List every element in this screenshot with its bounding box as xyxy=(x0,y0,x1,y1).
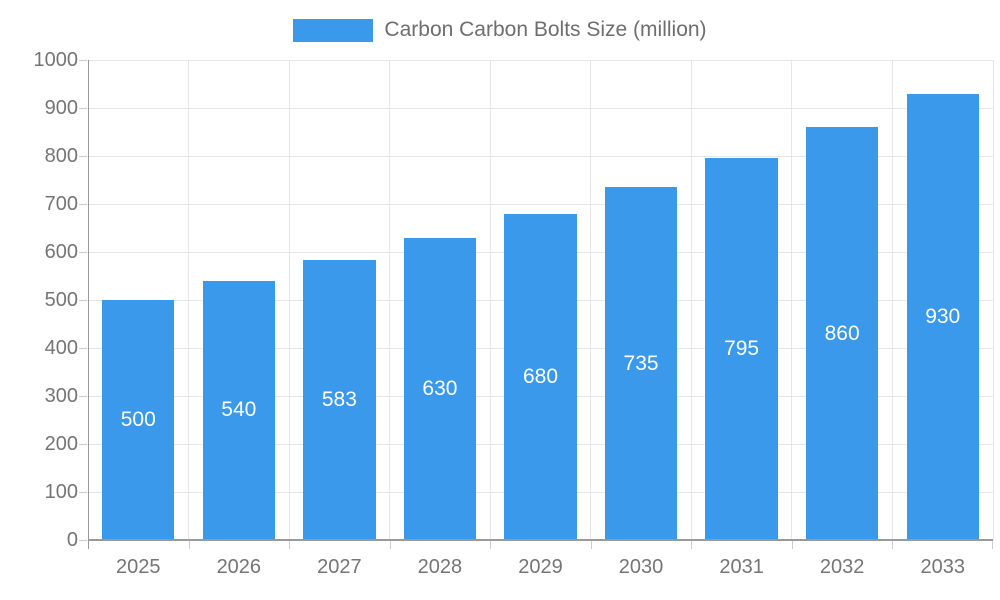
y-axis-tick xyxy=(79,204,87,205)
y-axis-tick xyxy=(79,444,87,445)
bar-value-label: 630 xyxy=(422,376,458,400)
x-gridline xyxy=(288,60,290,540)
x-gridline xyxy=(389,60,391,540)
x-axis-tick-label: 2031 xyxy=(719,556,764,578)
legend: Carbon Carbon Bolts Size (million) xyxy=(0,17,1000,43)
y-axis-tick xyxy=(79,300,87,301)
y-axis-tick-label: 800 xyxy=(44,145,78,167)
x-axis-tick-label: 2033 xyxy=(920,556,965,578)
bar-value-label: 930 xyxy=(925,304,961,328)
y-axis-tick-label: 1000 xyxy=(33,49,79,71)
y-axis-tick xyxy=(79,252,87,253)
y-gridline xyxy=(88,156,993,157)
y-axis-tick-label: 300 xyxy=(44,385,78,407)
x-axis-tick xyxy=(691,541,693,549)
y-gridline xyxy=(88,204,993,205)
y-axis-tick-label: 500 xyxy=(44,289,78,311)
x-axis-tick xyxy=(791,541,793,549)
x-axis-tick-label: 2027 xyxy=(317,556,362,578)
x-axis-tick xyxy=(590,541,592,549)
y-axis-tick xyxy=(79,396,87,397)
x-gridline xyxy=(690,60,692,540)
x-axis-tick xyxy=(188,541,190,549)
legend-label: Carbon Carbon Bolts Size (million) xyxy=(384,18,707,41)
bar-value-label: 795 xyxy=(724,337,760,361)
bar-value-label: 583 xyxy=(321,388,357,412)
y-gridline xyxy=(88,60,993,61)
y-axis-tick-label: 200 xyxy=(44,433,78,455)
bar[interactable]: 795 xyxy=(705,158,778,540)
x-gridline xyxy=(992,60,994,540)
bar[interactable]: 860 xyxy=(805,127,879,540)
bar-value-label: 735 xyxy=(623,351,659,375)
x-axis-tick-label: 2025 xyxy=(116,556,161,578)
legend-swatch xyxy=(293,18,374,42)
bar-value-label: 680 xyxy=(522,364,559,388)
bar[interactable]: 735 xyxy=(604,187,678,540)
x-axis-tick-label: 2029 xyxy=(518,556,563,578)
y-axis-tick-label: 0 xyxy=(66,529,78,551)
y-gridline xyxy=(88,108,993,109)
y-axis-tick xyxy=(79,156,87,157)
bar[interactable]: 930 xyxy=(906,93,979,540)
bar[interactable]: 680 xyxy=(504,213,577,540)
y-axis-tick-label: 600 xyxy=(44,241,78,263)
legend-item[interactable]: Carbon Carbon Bolts Size (million) xyxy=(293,18,707,42)
bar[interactable]: 540 xyxy=(202,280,276,540)
plot-area: 500 540 583 630 680 735 795 860 930 xyxy=(79,60,994,549)
bar[interactable]: 500 xyxy=(102,300,175,540)
y-axis-tick-label: 100 xyxy=(44,481,78,503)
bar[interactable]: 583 xyxy=(303,260,376,540)
x-gridline xyxy=(791,60,793,540)
x-axis-tick xyxy=(892,541,894,549)
y-axis-tick xyxy=(79,540,87,541)
x-axis-line xyxy=(88,539,993,541)
y-axis-tick xyxy=(79,492,87,493)
y-axis-line xyxy=(88,60,89,549)
bar-value-label: 540 xyxy=(221,398,257,422)
x-axis-tick xyxy=(490,541,492,549)
x-gridline xyxy=(489,60,491,540)
y-axis-tick-label: 700 xyxy=(44,193,78,215)
y-axis-tick xyxy=(79,348,87,349)
x-axis-tick xyxy=(992,541,993,549)
x-axis-tick-label: 2026 xyxy=(216,556,262,578)
x-axis-tick xyxy=(289,541,291,549)
x-axis-tick xyxy=(389,541,391,549)
x-gridline xyxy=(590,60,592,540)
y-axis-tick-label: 900 xyxy=(44,97,78,119)
y-axis-tick xyxy=(79,108,87,109)
x-axis-tick-label: 2030 xyxy=(618,556,664,578)
x-gridline xyxy=(188,60,190,540)
x-gridline xyxy=(891,60,893,540)
y-axis-tick xyxy=(79,60,87,61)
x-axis-tick-label: 2032 xyxy=(819,556,865,578)
bar[interactable]: 630 xyxy=(403,237,477,540)
y-axis-tick-label: 400 xyxy=(44,337,78,359)
x-axis-tick-label: 2028 xyxy=(417,556,463,578)
bar-value-label: 500 xyxy=(120,408,156,431)
bar-value-label: 860 xyxy=(824,321,860,345)
